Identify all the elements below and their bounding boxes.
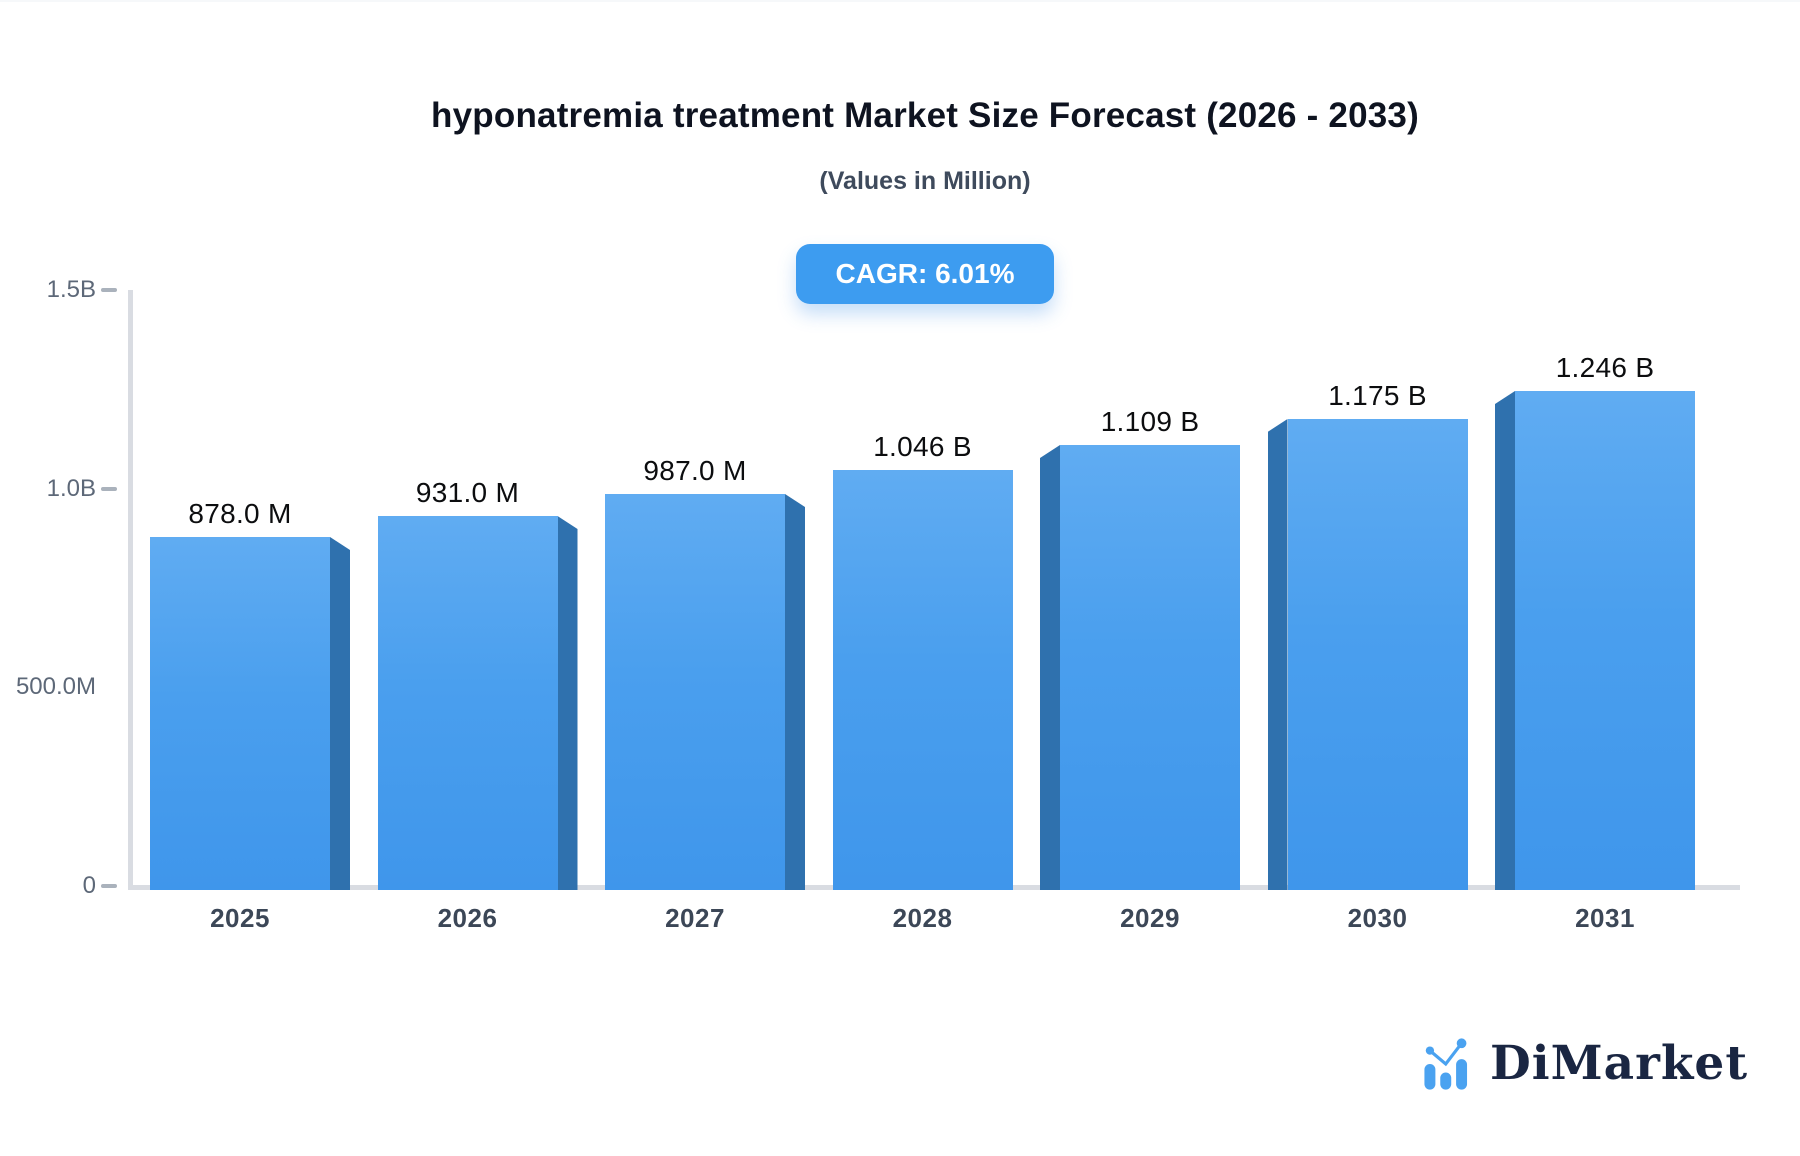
x-tick-label-2029: 2029: [1120, 903, 1180, 933]
bar-side-2029: [1040, 445, 1060, 890]
bar-value-label-2030: 1.175 B: [1328, 380, 1427, 411]
y-tick-dash: [101, 884, 117, 888]
y-tick-label: 500.0M: [15, 673, 96, 700]
bar-side-2027: [785, 494, 805, 890]
bar-side-2026: [557, 516, 578, 890]
bar-value-label-2025: 878.0 M: [188, 498, 292, 529]
y-tick-dash: [101, 288, 117, 292]
bar-2029: [1060, 445, 1240, 890]
bar-2027: [605, 494, 785, 890]
bar-value-label-2029: 1.109 B: [1100, 406, 1200, 437]
brand-logo: DiMarket: [1422, 1032, 1748, 1096]
bar-side-2031: [1495, 391, 1515, 890]
bar-2025: [150, 537, 330, 890]
y-tick-label: 1.5B: [46, 276, 96, 303]
x-tick-label-2031: 2031: [1575, 903, 1635, 933]
bar-2026: [377, 516, 558, 890]
x-tick-label-2028: 2028: [892, 903, 953, 933]
y-tick-label: 1.0B: [46, 475, 96, 502]
x-tick-label-2030: 2030: [1347, 903, 1408, 933]
x-tick-label-2025: 2025: [210, 903, 270, 933]
bar-2028: [832, 470, 1013, 890]
y-axis-line: [128, 290, 133, 890]
bar-value-label-2027: 987.0 M: [643, 455, 747, 486]
bar-2030: [1287, 419, 1468, 890]
dimarket-chart-icon: [1424, 1038, 1468, 1090]
bar-value-label-2031: 1.246 B: [1555, 352, 1655, 383]
bar-side-2025: [330, 537, 350, 890]
x-tick-label-2027: 2027: [665, 903, 725, 933]
bar-value-label-2028: 1.046 B: [873, 431, 972, 462]
bar-2031: [1515, 391, 1695, 890]
y-tick-label: 0: [82, 872, 96, 899]
chart-title: hyponatremia treatment Market Size Forec…: [431, 96, 1419, 135]
y-tick-dash: [101, 487, 117, 491]
page-top-border: [0, 0, 1800, 2]
chart-subtitle: (Values in Million): [819, 167, 1031, 195]
x-tick-label-2026: 2026: [437, 903, 498, 933]
chart-header: hyponatremia treatment Market Size Forec…: [50, 94, 1800, 304]
brand-name: DiMarket: [1490, 1036, 1749, 1091]
bar-value-label-2026: 931.0 M: [415, 477, 520, 508]
bar-side-2030: [1267, 419, 1288, 890]
cagr-badge: CAGR: 6.01%: [795, 244, 1055, 304]
